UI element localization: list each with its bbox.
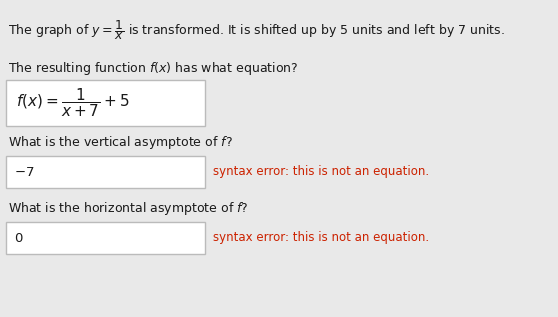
Text: What is the horizontal asymptote of $f$?: What is the horizontal asymptote of $f$?	[8, 200, 248, 217]
FancyBboxPatch shape	[6, 222, 205, 254]
Text: What is the vertical asymptote of $f$?: What is the vertical asymptote of $f$?	[8, 134, 233, 151]
Text: $f(x) = \dfrac{1}{x+7} + 5$: $f(x) = \dfrac{1}{x+7} + 5$	[16, 87, 129, 120]
Text: $0$: $0$	[14, 231, 23, 244]
FancyBboxPatch shape	[6, 80, 205, 126]
Text: $-7$: $-7$	[14, 165, 35, 178]
FancyBboxPatch shape	[6, 156, 205, 188]
Text: syntax error: this is not an equation.: syntax error: this is not an equation.	[213, 165, 429, 178]
Text: The resulting function $f(x)$ has what equation?: The resulting function $f(x)$ has what e…	[8, 60, 299, 77]
Text: syntax error: this is not an equation.: syntax error: this is not an equation.	[213, 231, 429, 244]
Text: The graph of $y = \dfrac{1}{x}$ is transformed. It is shifted up by $5$ units an: The graph of $y = \dfrac{1}{x}$ is trans…	[8, 18, 504, 42]
